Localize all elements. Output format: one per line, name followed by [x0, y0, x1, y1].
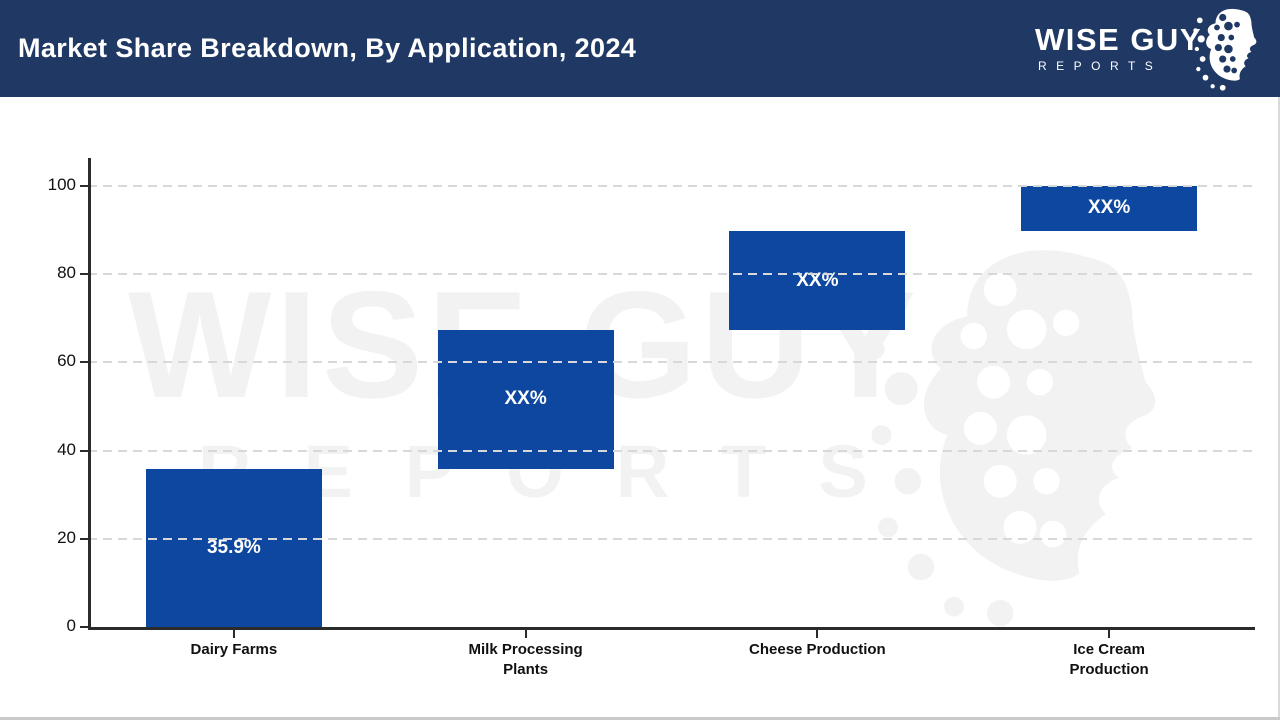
y-tick-label: 100: [47, 175, 76, 194]
y-tick-label: 0: [66, 616, 76, 635]
bar: XX%: [437, 330, 614, 469]
bar-value-label: XX%: [504, 388, 547, 410]
header-bar: Market Share Breakdown, By Application, …: [0, 0, 1280, 97]
x-tick-mark: [232, 630, 235, 638]
y-tick-mark: [80, 185, 88, 187]
bar: 35.9%: [145, 468, 322, 627]
y-tick-mark: [80, 626, 88, 628]
brand-name: WISE GUY: [1034, 22, 1202, 57]
gridline: [88, 185, 1255, 187]
x-tick-mark: [816, 630, 819, 638]
y-tick-label: 20: [57, 527, 76, 547]
y-tick-label: 40: [57, 439, 76, 459]
y-tick-mark: [80, 449, 88, 452]
y-tick-mark: [80, 537, 88, 540]
bar: XX%: [1021, 186, 1198, 231]
x-tick-mark: [524, 630, 527, 638]
gridline: [88, 273, 1255, 276]
watermark-face-profile-icon: [864, 250, 1156, 627]
bar-value-label: 35.9%: [206, 536, 261, 558]
x-category-label: Ice Cream Production: [1069, 641, 1149, 678]
y-tick-mark: [80, 273, 88, 276]
y-tick-label: 60: [57, 351, 76, 371]
x-category-label: Cheese Production: [749, 641, 886, 658]
y-tick-mark: [80, 361, 88, 364]
face-profile-logo-icon: [1193, 8, 1257, 91]
brand-logo-text: WISE GUY REPORTS: [1035, 24, 1202, 73]
y-axis-line: [88, 158, 91, 629]
page-title: Market Share Breakdown, By Application, …: [18, 33, 637, 63]
gridline: [88, 361, 1255, 364]
brand-subtitle: REPORTS: [1037, 59, 1163, 73]
x-axis-line: [88, 627, 1255, 630]
x-category-label: Milk Processing Plants: [468, 641, 583, 678]
x-tick-mark: [1108, 630, 1111, 638]
bar: XX%: [729, 230, 906, 331]
x-category-label: Dairy Farms: [190, 641, 278, 658]
gridline: [88, 449, 1255, 452]
chart-area: WISE GUY REPORTS 0 20 40 60 80 100 35.9% Dairy …: [0, 97, 1280, 720]
y-tick-label: 80: [57, 263, 76, 283]
bar-value-label: XX%: [1088, 197, 1131, 219]
brand-logo: WISE GUY REPORTS: [1035, 0, 1266, 97]
gridline: [88, 537, 1255, 540]
bottom-border-strip: [0, 717, 1280, 720]
